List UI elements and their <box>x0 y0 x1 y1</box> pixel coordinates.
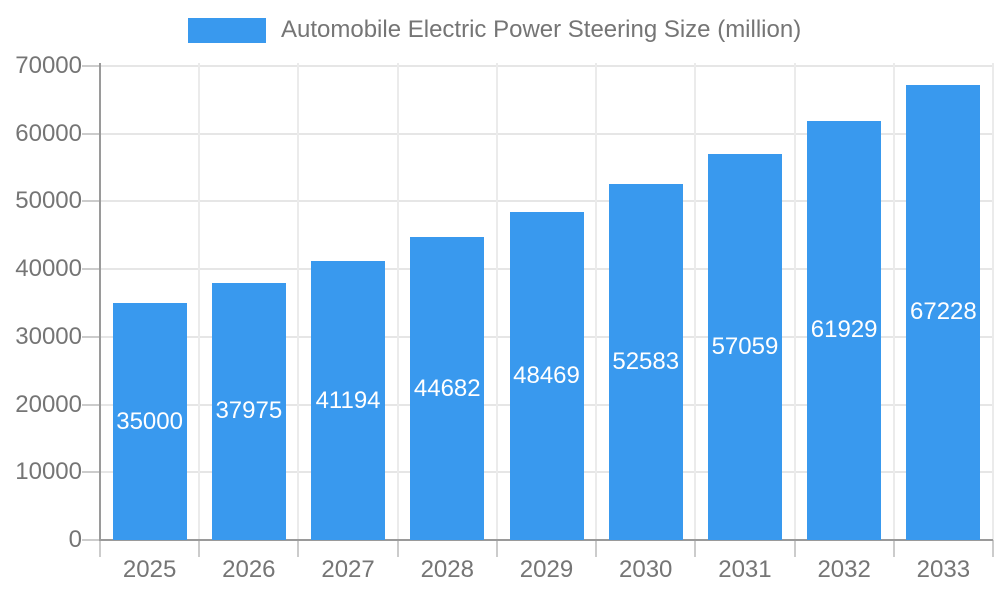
bar-2025[interactable] <box>112 303 187 540</box>
x-tick-mark <box>198 540 201 557</box>
bar-value-label: 37975 <box>215 397 283 425</box>
y-tick-label: 20000 <box>15 390 82 418</box>
legend-swatch <box>188 17 266 43</box>
x-tick-label: 2032 <box>817 556 871 583</box>
bar-2032[interactable] <box>807 120 882 540</box>
bar-2026[interactable] <box>211 282 286 540</box>
x-tick-mark <box>595 540 598 557</box>
y-tick-mark <box>82 403 100 406</box>
y-tick-label: 0 <box>68 526 82 553</box>
bar-2031[interactable] <box>707 153 782 540</box>
gridline-vertical <box>198 63 201 540</box>
x-axis-line <box>99 539 993 541</box>
y-tick-mark <box>82 200 100 203</box>
x-tick-mark <box>694 540 697 557</box>
y-tick-label: 30000 <box>15 322 82 350</box>
bar-value-label: 48469 <box>513 361 580 389</box>
x-tick-label: 2030 <box>619 556 673 583</box>
gridline-vertical <box>892 63 895 540</box>
x-tick-mark <box>297 540 300 557</box>
bar-value-label: 35000 <box>116 407 183 435</box>
bar-2029[interactable] <box>509 211 584 540</box>
gridline-vertical <box>297 63 300 540</box>
x-tick-mark <box>793 540 796 557</box>
gridline-vertical <box>495 63 498 540</box>
y-tick-mark <box>82 539 100 541</box>
y-tick-label: 70000 <box>15 52 82 79</box>
y-tick-label: 40000 <box>15 255 82 283</box>
x-tick-label: 2028 <box>420 556 474 583</box>
bar-2030[interactable] <box>608 183 683 540</box>
y-tick-mark <box>82 268 100 271</box>
gridline-horizontal <box>100 132 993 135</box>
x-tick-mark <box>992 540 994 557</box>
x-tick-mark <box>892 540 895 557</box>
gridline-horizontal <box>100 200 993 203</box>
y-tick-mark <box>82 132 100 135</box>
x-tick-label: 2026 <box>222 556 276 583</box>
gridline-horizontal <box>100 65 993 67</box>
x-tick-label: 2027 <box>321 556 375 583</box>
gridline-vertical <box>396 63 399 540</box>
bar-2028[interactable] <box>410 237 485 540</box>
y-tick-label: 60000 <box>15 119 82 147</box>
y-tick-label: 50000 <box>15 187 82 215</box>
bar-value-label: 41194 <box>315 386 381 414</box>
y-tick-mark <box>82 471 100 474</box>
y-tick-label: 10000 <box>15 458 82 486</box>
x-tick-mark <box>396 540 399 557</box>
bar-value-label: 44682 <box>413 374 481 402</box>
y-axis-line <box>99 63 101 540</box>
x-tick-label: 2025 <box>122 556 177 583</box>
y-tick-mark <box>82 335 100 338</box>
legend-label: Automobile Electric Power Steering Size … <box>281 16 802 43</box>
bar-value-label: 67228 <box>910 298 977 326</box>
x-tick-label: 2029 <box>519 556 574 583</box>
x-tick-label: 2033 <box>916 556 971 583</box>
bar-2033[interactable] <box>906 84 981 540</box>
bar-value-label: 52583 <box>612 347 680 375</box>
gridline-vertical <box>992 63 994 540</box>
bar-value-label: 57059 <box>711 332 779 360</box>
chart-legend[interactable]: Automobile Electric Power Steering Size … <box>188 16 801 44</box>
x-tick-mark <box>495 540 498 557</box>
y-tick-mark <box>82 65 100 67</box>
bar-value-label: 61929 <box>810 316 878 344</box>
bar-2027[interactable] <box>311 261 386 540</box>
gridline-vertical <box>595 63 598 540</box>
gridline-vertical <box>694 63 697 540</box>
gridline-vertical <box>793 63 796 540</box>
x-tick-label: 2031 <box>718 556 772 583</box>
x-tick-mark <box>99 540 101 557</box>
